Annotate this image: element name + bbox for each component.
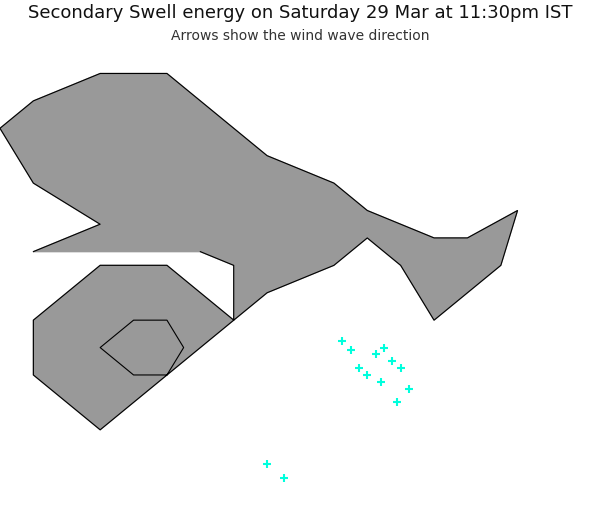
Polygon shape bbox=[0, 74, 517, 430]
Text: Secondary Swell energy on Saturday 29 Mar at 11:30pm IST: Secondary Swell energy on Saturday 29 Ma… bbox=[28, 4, 573, 22]
Text: Arrows show the wind wave direction: Arrows show the wind wave direction bbox=[171, 29, 430, 43]
